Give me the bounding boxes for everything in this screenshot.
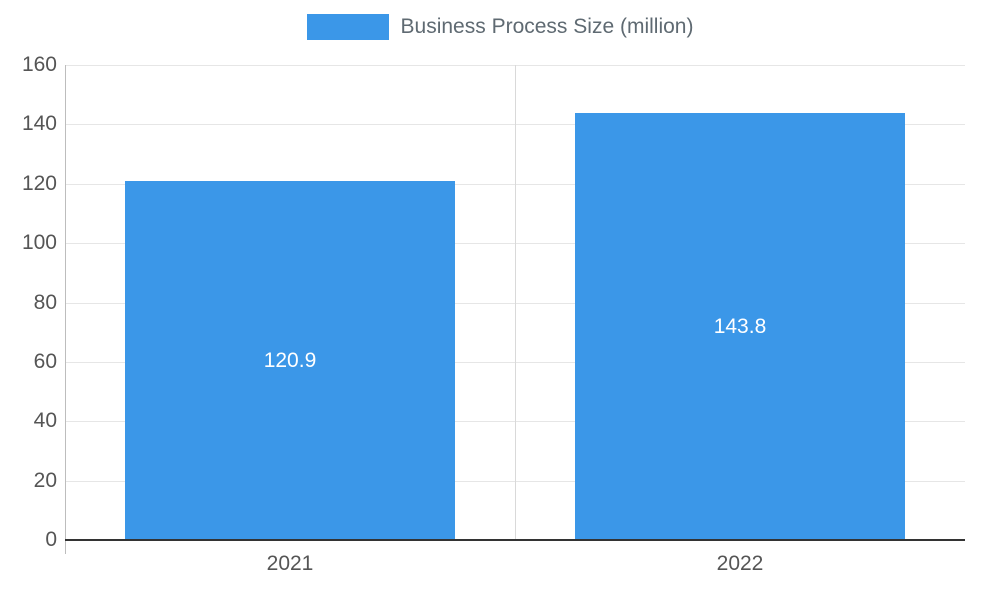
y-tick-label: 80 bbox=[33, 290, 57, 314]
x-tick-label: 2021 bbox=[266, 552, 314, 575]
y-tick-label: 40 bbox=[33, 409, 57, 433]
y-tick-label: 0 bbox=[45, 528, 57, 551]
plot-area: 120.9 143.8 bbox=[65, 65, 965, 554]
y-tick-label: 140 bbox=[21, 112, 57, 136]
chart-legend: Business Process Size (million) bbox=[0, 14, 1000, 40]
legend-label: Business Process Size (million) bbox=[400, 15, 694, 38]
legend-swatch bbox=[306, 14, 389, 40]
y-tick-label: 60 bbox=[33, 349, 57, 373]
y-tick-label: 20 bbox=[33, 468, 57, 492]
y-tick-label: 120 bbox=[21, 171, 57, 195]
bar-value-label: 120.9 bbox=[263, 348, 317, 372]
bar-2022: 143.8 bbox=[575, 113, 905, 540]
bar-value-label: 143.8 bbox=[713, 314, 767, 338]
bar-2021: 120.9 bbox=[125, 181, 455, 540]
category-separator bbox=[515, 65, 516, 540]
x-tick-label: 2022 bbox=[716, 552, 764, 575]
y-tick-label: 100 bbox=[21, 231, 57, 255]
x-axis-baseline bbox=[65, 539, 965, 541]
y-axis-line bbox=[65, 65, 66, 554]
y-tick-label: 160 bbox=[21, 53, 57, 76]
